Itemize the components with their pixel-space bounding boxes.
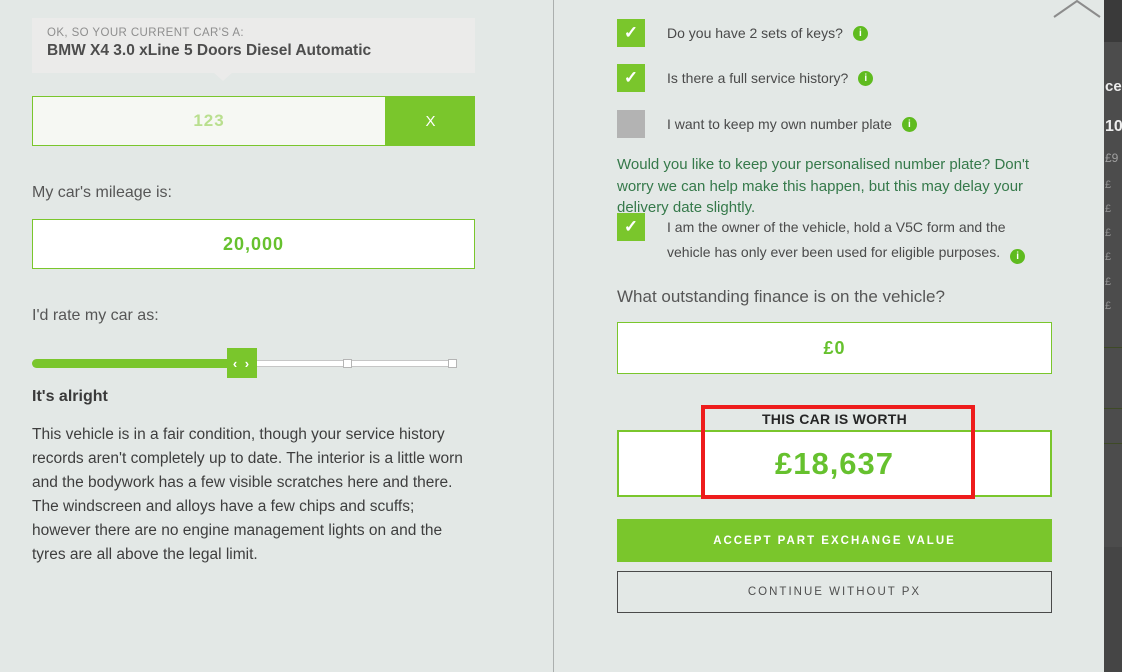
accept-part-exchange-button[interactable]: ACCEPT PART EXCHANGE VALUE [617, 519, 1052, 562]
background-page-strip: ce 100 £9 £ £ £ £ £ £ [1104, 0, 1122, 672]
strip-text-fragment: 100 [1105, 118, 1122, 135]
service-history-label: Is there a full service history? [667, 70, 849, 86]
condition-rating-title: It's alright [32, 388, 108, 405]
valuation-column: Do you have 2 sets of keys? Is there a f… [617, 0, 1052, 672]
outstanding-finance-input[interactable]: £0 [617, 322, 1052, 374]
clear-registration-button[interactable]: X [386, 96, 475, 146]
strip-text-fragment: £ [1105, 276, 1112, 288]
outstanding-finance-label: What outstanding finance is on the vehic… [617, 287, 945, 306]
info-icon[interactable] [901, 116, 917, 132]
slider-tick [448, 359, 457, 368]
strip-text-fragment: £ [1105, 300, 1112, 312]
keys-checkbox[interactable] [617, 19, 645, 47]
service-history-checkbox[interactable] [617, 64, 645, 92]
strip-header-block [1104, 0, 1122, 42]
question-row-service-history: Is there a full service history? [617, 64, 874, 92]
slider-track-filled[interactable] [32, 359, 244, 368]
current-car-eyebrow: OK, SO YOUR CURRENT CAR'S A: [47, 27, 245, 39]
car-worth-heading: THIS CAR IS WORTH [761, 411, 908, 427]
personalised-plate-note: Would you like to keep your personalised… [617, 156, 1029, 216]
chevron-up-icon [1053, 0, 1101, 18]
keep-plate-checkbox[interactable] [617, 110, 645, 138]
strip-text-fragment: ce [1105, 78, 1122, 95]
condition-rating-description: This vehicle is in a fair condition, tho… [32, 426, 463, 563]
keep-plate-label: I want to keep my own number plate [667, 116, 892, 132]
registration-row: 123 X [32, 96, 475, 146]
rating-label: I'd rate my car as: [32, 307, 159, 324]
current-car-title: BMW X4 3.0 xLine 5 Doors Diesel Automati… [47, 42, 372, 59]
car-details-column: OK, SO YOUR CURRENT CAR'S A: BMW X4 3.0 … [32, 0, 475, 672]
slider-handle[interactable] [227, 348, 257, 378]
continue-without-px-button[interactable]: CONTINUE WITHOUT PX [617, 571, 1052, 613]
column-divider [553, 0, 554, 672]
keys-label: Do you have 2 sets of keys? [667, 25, 843, 41]
car-worth-value: £18,637 [617, 430, 1052, 497]
mileage-label: My car's mileage is: [32, 184, 172, 201]
owner-checkbox[interactable] [617, 213, 645, 241]
registration-input[interactable]: 123 [32, 96, 386, 146]
strip-lower-block [1104, 547, 1122, 672]
question-row-number-plate: I want to keep my own number plate [617, 110, 917, 138]
current-car-banner: OK, SO YOUR CURRENT CAR'S A: BMW X4 3.0 … [32, 18, 475, 81]
question-row-owner: I am the owner of the vehicle, hold a V5… [617, 213, 1039, 265]
strip-text-fragment: £ [1105, 227, 1112, 239]
question-row-keys: Do you have 2 sets of keys? [617, 19, 868, 47]
info-icon[interactable] [858, 70, 874, 86]
condition-slider[interactable] [32, 348, 457, 378]
strip-text-fragment: £ [1105, 179, 1112, 191]
strip-divider [1104, 443, 1122, 444]
strip-divider [1104, 347, 1122, 348]
collapse-panel-button[interactable] [1050, 0, 1102, 20]
strip-divider [1104, 408, 1122, 409]
mileage-input[interactable]: 20,000 [32, 219, 475, 269]
strip-text-fragment: £9 [1105, 151, 1119, 165]
strip-text-fragment: £ [1105, 203, 1112, 215]
owner-label: I am the owner of the vehicle, hold a V5… [667, 213, 1039, 265]
info-icon[interactable] [852, 25, 868, 41]
banner-pointer [214, 73, 232, 81]
info-icon[interactable] [1010, 249, 1026, 264]
slider-tick [343, 359, 352, 368]
strip-text-fragment: £ [1105, 251, 1112, 263]
